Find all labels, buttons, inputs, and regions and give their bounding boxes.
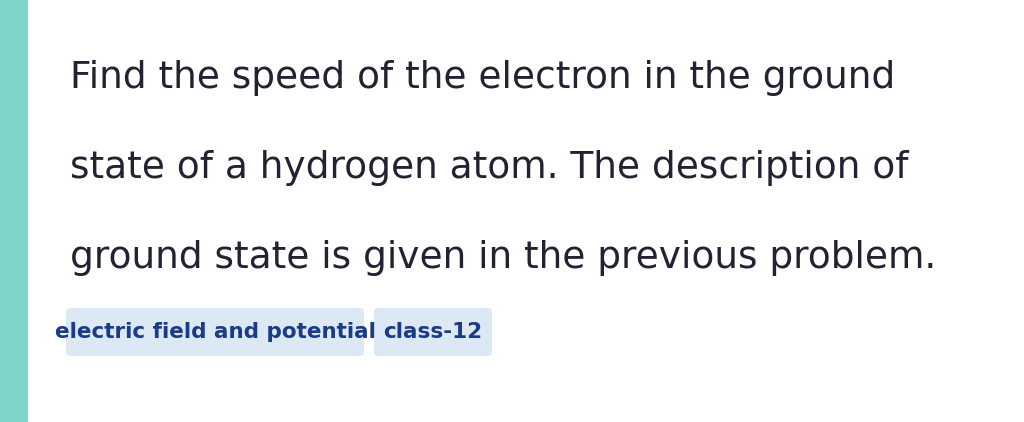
Text: state of a hydrogen atom. The description of: state of a hydrogen atom. The descriptio…	[70, 150, 908, 186]
Text: electric field and potential: electric field and potential	[54, 322, 376, 342]
FancyBboxPatch shape	[66, 308, 364, 356]
Text: class-12: class-12	[383, 322, 482, 342]
FancyBboxPatch shape	[374, 308, 492, 356]
FancyBboxPatch shape	[0, 0, 28, 422]
Text: ground state is given in the previous problem.: ground state is given in the previous pr…	[70, 240, 936, 276]
Text: Find the speed of the electron in the ground: Find the speed of the electron in the gr…	[70, 60, 895, 96]
